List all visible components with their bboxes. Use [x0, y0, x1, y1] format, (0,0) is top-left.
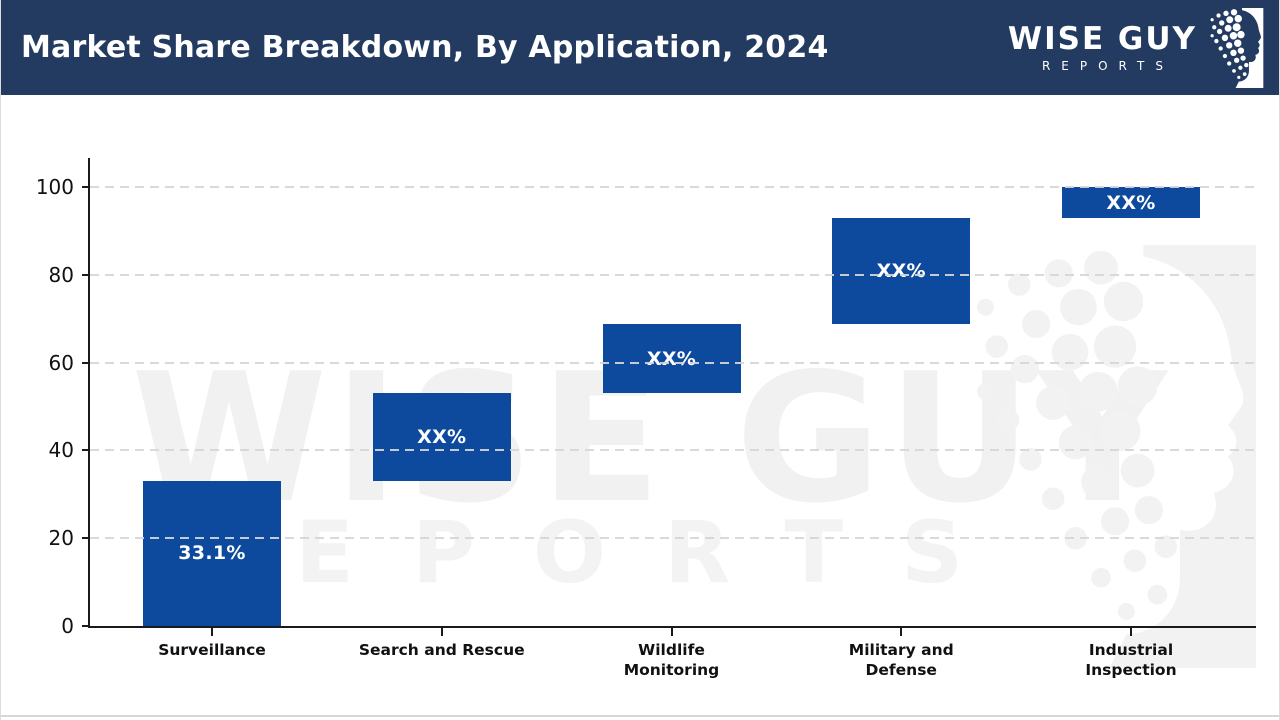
x-axis: [88, 626, 1256, 628]
wise-guy-logo: WISE GUY REPORTS: [1008, 8, 1279, 88]
x-category-label: Search and Rescue: [358, 641, 525, 659]
y-tick-mark: [82, 625, 90, 627]
y-tick-mark: [82, 186, 90, 188]
logo-face-icon: [1203, 8, 1265, 88]
gridline-y20: [90, 537, 1256, 540]
y-axis: [88, 158, 90, 628]
y-tick-label: 40: [48, 438, 74, 463]
logo-subtext: REPORTS: [1041, 58, 1174, 73]
gridline-y40: [90, 449, 1256, 452]
y-tick-label: 0: [61, 614, 74, 638]
bar-surveillance: 33.1%: [143, 480, 281, 626]
logo-text: WISE GUY REPORTS: [1007, 20, 1197, 73]
bar-value-label: XX%: [876, 260, 926, 283]
x-category-label: Wildlife Monitoring: [623, 641, 720, 680]
page-title: Market Share Breakdown, By Application, …: [21, 30, 829, 65]
y-tick-mark: [82, 273, 90, 276]
y-tick-label: 100: [35, 175, 74, 199]
watermark-subtext: REPORTS: [171, 503, 1022, 603]
y-tick-label: 80: [48, 262, 74, 287]
bar-wildlife-monitoring: XX%: [602, 324, 741, 393]
y-tick-label: 60: [48, 350, 74, 375]
x-tick-mark: [670, 628, 673, 636]
bar-industrial-inspection: XX%: [1062, 187, 1200, 219]
x-tick-mark: [900, 628, 903, 636]
x-tick-mark: [1130, 628, 1132, 636]
bar-military-and-defense: XX%: [832, 218, 971, 325]
x-category-label: Military and Defense: [848, 641, 954, 680]
y-tick-label: 20: [48, 526, 74, 551]
gridline-y80: [90, 273, 1256, 276]
watermark-face-icon: [946, 245, 1256, 668]
gridline-y60: [90, 361, 1256, 364]
bar-search-and-rescue: XX%: [372, 392, 511, 481]
bar-value-label: 33.1%: [178, 542, 246, 565]
y-tick-mark: [82, 537, 90, 540]
x-tick-mark: [440, 628, 443, 636]
y-tick-mark: [82, 449, 90, 452]
x-category-label: Surveillance: [158, 641, 266, 659]
bottom-border-line: [1, 715, 1279, 717]
header-bar: Market Share Breakdown, By Application, …: [1, 0, 1279, 95]
x-category-label: Industrial Inspection: [1085, 641, 1177, 680]
bar-value-label: XX%: [1106, 191, 1156, 214]
chart-area: WISE GUY REPORTS 0 20 40 60 80 100 33.1% Survei…: [1, 95, 1279, 720]
bar-value-label: XX%: [417, 425, 467, 448]
y-tick-mark: [82, 361, 90, 364]
logo-wordmark: WISE GUY: [1007, 20, 1197, 57]
bar-value-label: XX%: [646, 347, 697, 370]
gridline-y100: [90, 186, 1256, 188]
x-tick-mark: [211, 628, 213, 636]
